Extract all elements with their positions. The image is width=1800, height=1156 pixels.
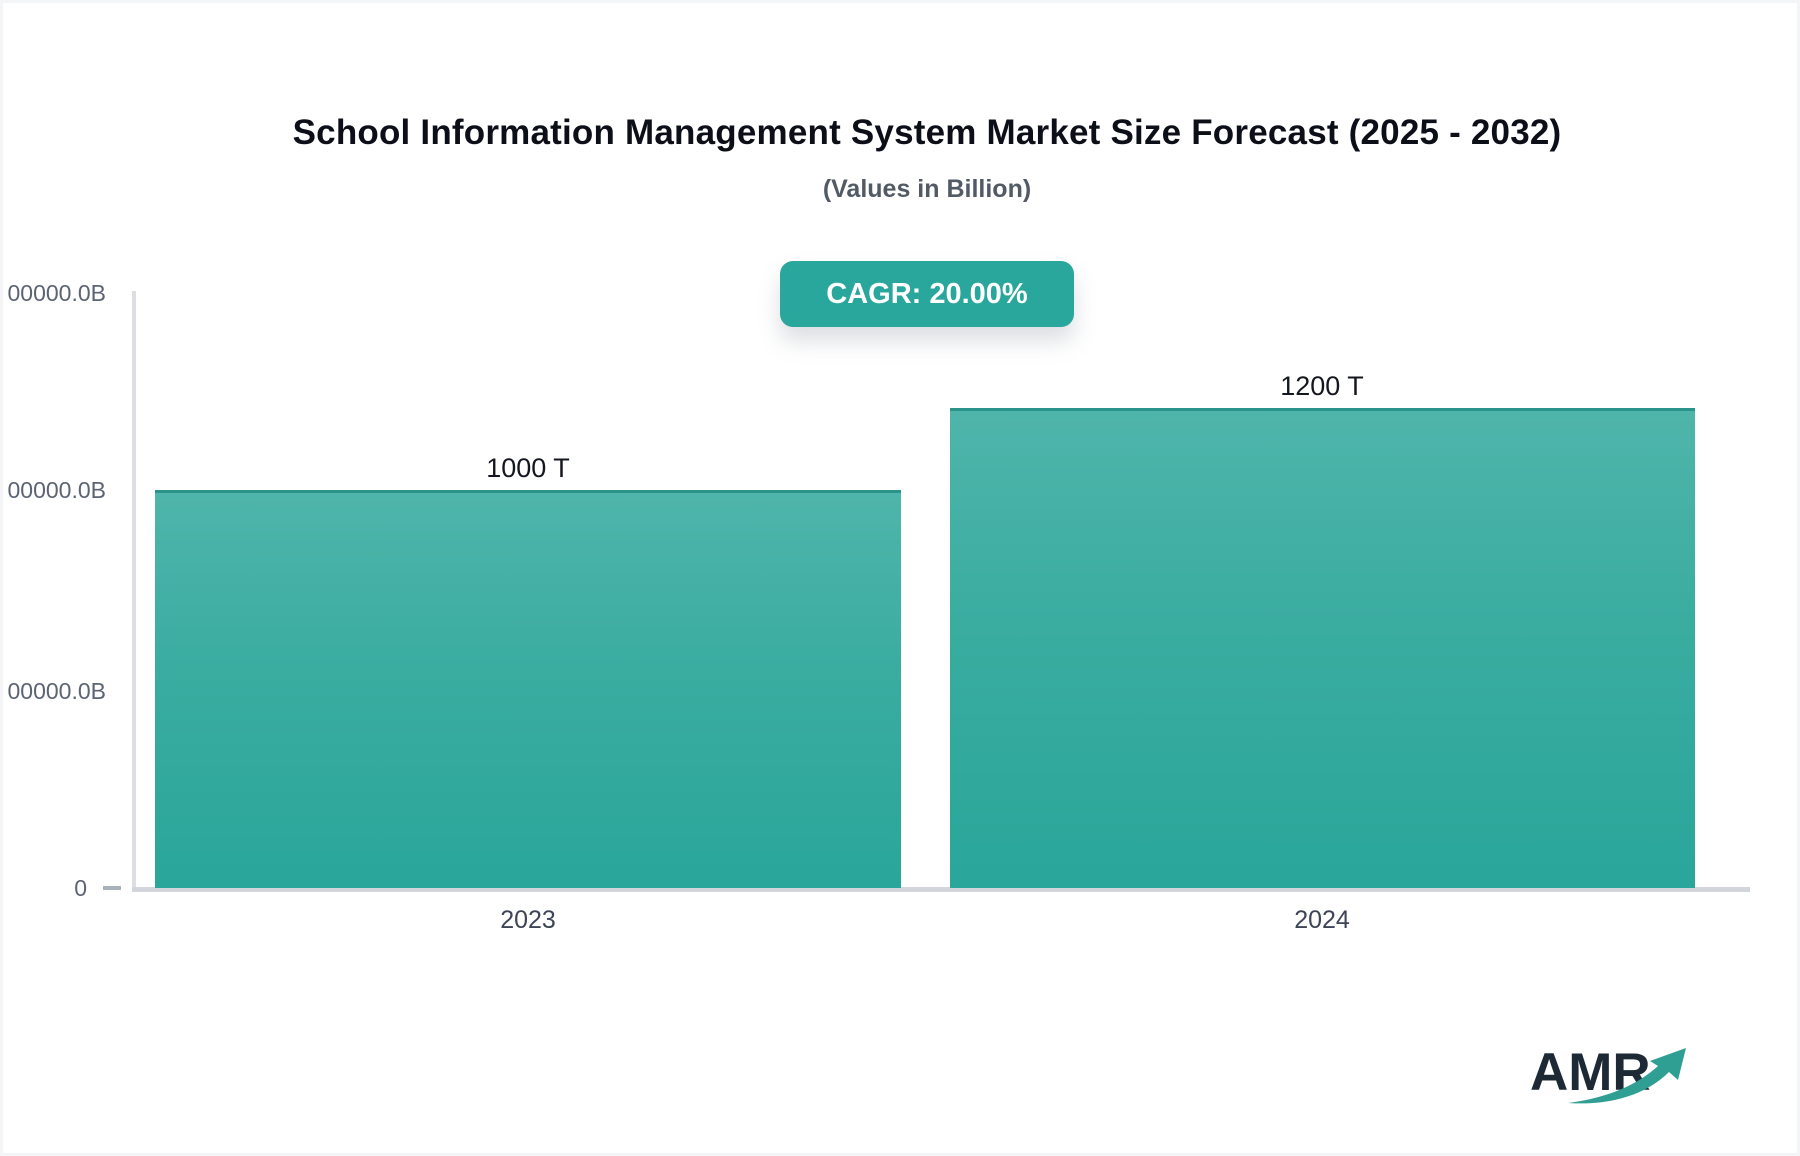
y-tick-label-1500000: 00000.0B — [7, 280, 106, 306]
bar-value-label-2023: 1000 T — [486, 453, 570, 483]
cagr-badge: CAGR: 20.00% — [780, 261, 1074, 327]
x-axis-label-2023: 2023 — [500, 906, 556, 934]
chart-subtitle: (Values in Billion) — [822, 175, 1032, 203]
logo-arrow-icon — [1568, 1048, 1686, 1104]
bar-value-label-2024: 1200 T — [1280, 371, 1364, 401]
bar-2023 — [155, 490, 901, 888]
y-tick-label-zero: 0 — [74, 875, 87, 901]
chart-title: School Information Management System Mar… — [292, 113, 1562, 152]
bar-2024 — [950, 408, 1695, 888]
y-tick-label-1000000: 00000.0B — [7, 477, 106, 503]
amr-logo: AMR — [1528, 1038, 1708, 1113]
x-axis-line — [132, 887, 1750, 892]
y-tick-mark — [103, 886, 121, 890]
chart-card: School Information Management System Mar… — [3, 3, 1797, 1153]
amr-logo-graphic: AMR — [1530, 1043, 1686, 1104]
x-axis-label-2024: 2024 — [1294, 906, 1350, 934]
y-axis-line — [132, 291, 136, 891]
y-tick-label-500000: 00000.0B — [7, 678, 106, 704]
